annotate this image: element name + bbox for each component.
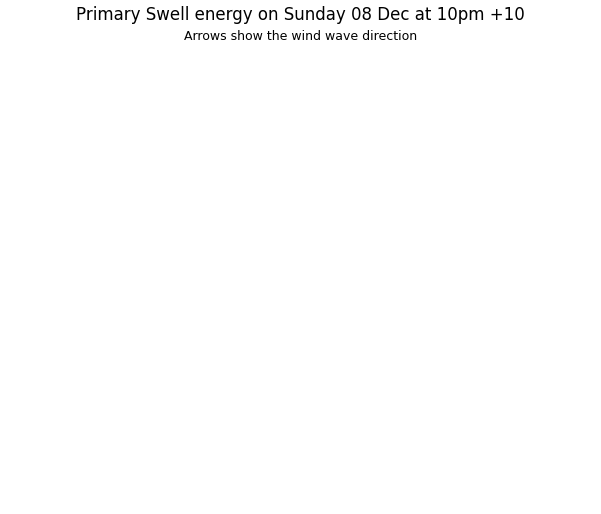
Text: Arrows show the wind wave direction: Arrows show the wind wave direction <box>184 30 417 43</box>
Text: Cartopy required: Cartopy required <box>242 273 359 287</box>
Text: Primary Swell energy on Sunday 08 Dec at 10pm +10: Primary Swell energy on Sunday 08 Dec at… <box>76 6 525 24</box>
